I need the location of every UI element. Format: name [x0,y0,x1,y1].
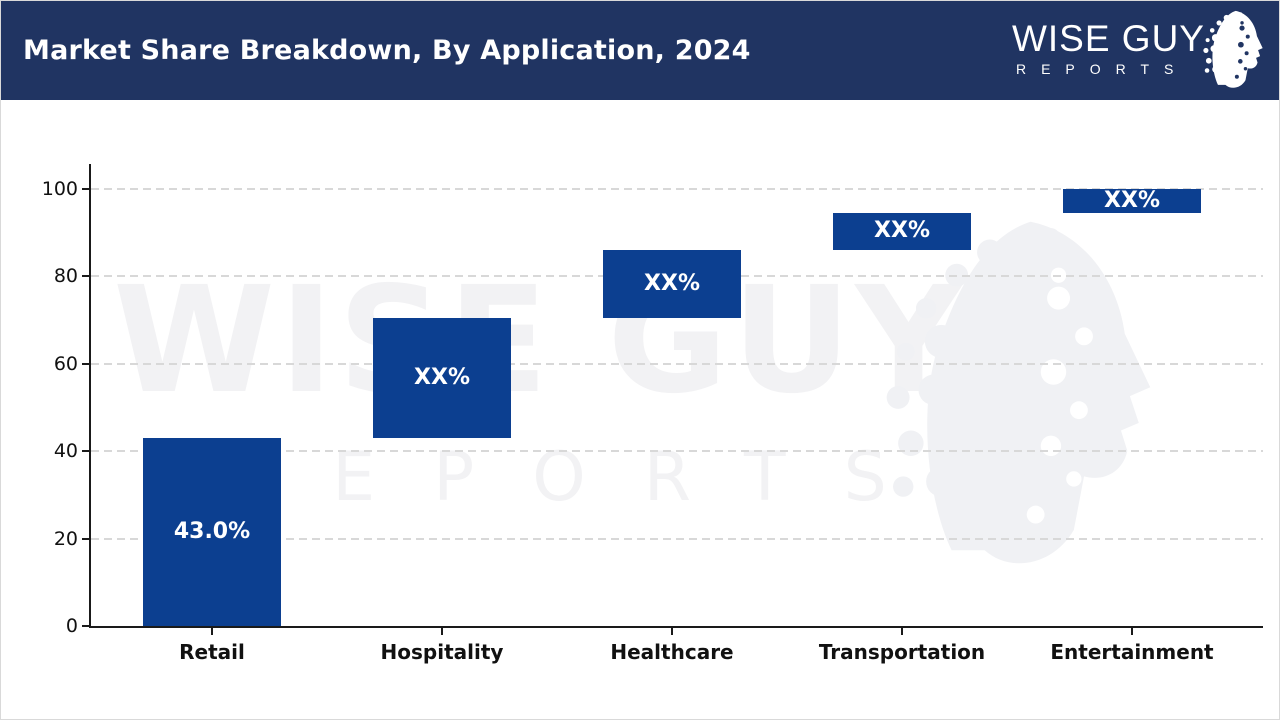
y-axis-tick [82,362,90,365]
page-title: Market Share Breakdown, By Application, … [23,35,751,66]
header-band: Market Share Breakdown, By Application, … [1,1,1279,100]
watermark-text-wise-guy: WISE GUY [113,255,966,426]
gridline [91,362,1263,365]
y-tick-label: 20 [53,527,78,550]
x-tick-label-healthcare: Healthcare [610,640,734,664]
y-tick-label: 100 [41,177,78,200]
bar-value-label: XX% [644,270,700,296]
bar-value-label: 43.0% [173,518,251,544]
watermark-head-icon [886,221,1151,564]
x-tick-label-transportation: Transportation [818,640,986,664]
bar-hospitality: XX% [373,317,511,438]
bar-transportation: XX% [833,212,971,250]
bar-value-label: XX% [1104,187,1160,213]
y-axis-tick [82,450,90,452]
y-axis-line [89,164,91,628]
y-axis-tick [82,187,90,190]
x-axis-tick [211,628,213,635]
gridline [91,450,1263,452]
x-axis-line [89,626,1263,628]
gridline [91,187,1263,190]
bar-entertainment: XX% [1063,187,1201,213]
logo-text: WISE GUY REPORTS [1012,20,1205,76]
y-axis-tick [82,537,90,540]
y-tick-label: 0 [65,615,78,637]
y-axis-tick [82,625,90,627]
watermark-text-reports: REPORTS [227,438,945,517]
bar-retail: 43.0% [143,437,281,626]
x-tick-label-entertainment: Entertainment [1050,640,1214,664]
x-tick-label-hospitality: Hospitality [380,640,504,664]
logo-wordmark: WISE GUY [1011,18,1205,59]
y-tick-label: 40 [53,440,78,462]
y-tick-label: 60 [53,352,78,375]
y-axis-tick [82,275,90,277]
x-axis-tick [901,628,903,635]
y-tick-label: 80 [53,265,78,287]
bar-healthcare: XX% [603,249,741,318]
x-axis-tick [671,628,673,635]
x-axis-tick [1131,628,1133,635]
gridline [91,537,1263,540]
logo-subtitle: REPORTS [1015,61,1189,77]
bar-value-label: XX% [874,218,930,244]
x-tick-label-retail: Retail [179,640,245,664]
bar-value-label: XX% [414,364,470,390]
dotted-head-logo-icon [1203,10,1263,88]
wise-guy-reports-logo: WISE GUY REPORTS [1012,8,1267,94]
x-axis-tick [441,628,443,635]
